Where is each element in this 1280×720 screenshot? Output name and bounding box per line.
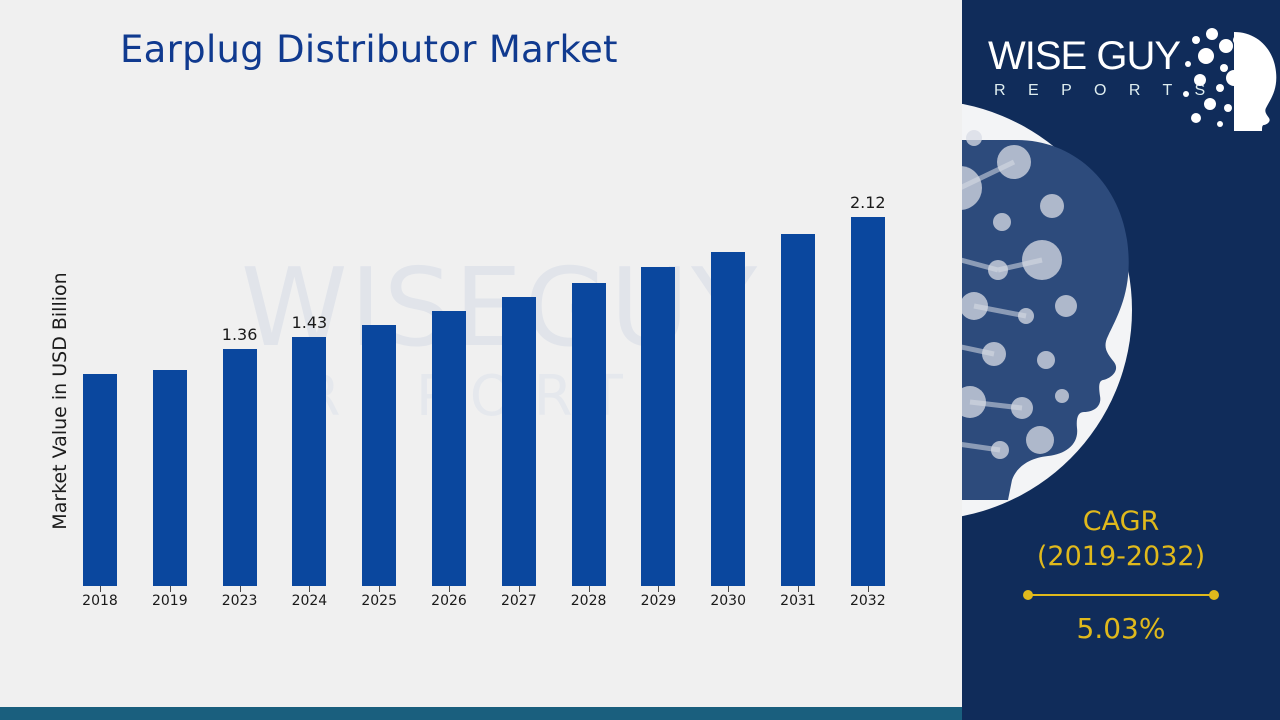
- divider-line: [1030, 594, 1212, 597]
- x-tick-2032: [867, 586, 869, 592]
- x-tick-label-2024: 2024: [291, 593, 328, 609]
- bar-2018: [83, 373, 117, 586]
- x-tick-label-2031: 2031: [780, 593, 816, 609]
- chart-panel: WISEGUY REPORTS Earplug Distributor Mark…: [0, 28, 962, 720]
- bar-2032: [850, 217, 885, 586]
- bar-2029: [641, 267, 676, 586]
- logo-tagline: R E P O R T S: [994, 82, 1215, 99]
- network-dots-decoration: [962, 130, 1077, 459]
- bar-2028: [571, 283, 606, 586]
- x-tick-label-2018: 2018: [82, 593, 118, 609]
- brand-panel: WISE GUY R E P O R T S CAGR (2019-2032): [962, 0, 1280, 720]
- x-tick-label-2025: 2025: [361, 593, 397, 609]
- cagr-block: CAGR (2019-2032) 5.03%: [962, 505, 1280, 645]
- bar-2026: [432, 310, 466, 586]
- logo-head-icon: [1183, 28, 1277, 131]
- bottom-accent-bar: [0, 707, 962, 720]
- x-tick-2023: [239, 586, 241, 592]
- x-tick-2024: [309, 586, 311, 592]
- x-tick-2031: [798, 586, 799, 592]
- x-tick-label-2030: 2030: [710, 593, 746, 609]
- x-tick-2027: [518, 586, 520, 592]
- cagr-title-line-2: (2019-2032): [1036, 540, 1206, 572]
- x-tick-2030: [728, 586, 730, 592]
- cagr-title-line-1: CAGR: [1082, 506, 1160, 537]
- brand-logo: WISE GUY R E P O R T S: [980, 28, 1277, 131]
- x-tick-label-2027: 2027: [500, 593, 537, 609]
- x-tick-label-2023: 2023: [221, 593, 258, 609]
- x-tick-2018: [100, 586, 101, 592]
- bar-2024: [292, 337, 327, 586]
- cagr-value: 5.03%: [1076, 612, 1166, 646]
- x-tick-2026: [449, 586, 450, 592]
- bar-2023: [222, 349, 257, 586]
- x-tick-2019: [169, 586, 171, 592]
- bar-2030: [711, 251, 746, 586]
- bar-2019: [152, 370, 187, 586]
- bar-value-label-2024: 1.43: [291, 313, 328, 333]
- logo-wordmark: WISE GUY: [988, 34, 1181, 78]
- cagr-divider: [1023, 588, 1219, 602]
- bar-plot-area: 2018 2019 1.36 2023 1.43 2024 2025 2026 2027 2028…: [82, 193, 886, 609]
- x-tick-2028: [588, 586, 590, 592]
- x-tick-label-2032: 2032: [849, 593, 886, 609]
- bar-2025: [362, 324, 397, 586]
- x-tick-label-2019: 2019: [151, 593, 188, 609]
- page-title: Earplug Distributor Market: [120, 28, 618, 71]
- bar-2027: [501, 297, 536, 586]
- bar-2031: [781, 234, 815, 586]
- x-tick-label-2029: 2029: [640, 593, 677, 609]
- x-tick-2025: [379, 586, 381, 592]
- bar-value-label-2032: 2.12: [849, 193, 886, 212]
- x-tick-2029: [658, 586, 660, 592]
- x-tick-label-2028: 2028: [570, 593, 607, 609]
- x-tick-label-2026: 2026: [431, 593, 467, 609]
- bar-value-label-2023: 1.36: [221, 325, 258, 345]
- divider-dot-left: [1023, 590, 1033, 601]
- divider-dot-right: [1209, 590, 1219, 601]
